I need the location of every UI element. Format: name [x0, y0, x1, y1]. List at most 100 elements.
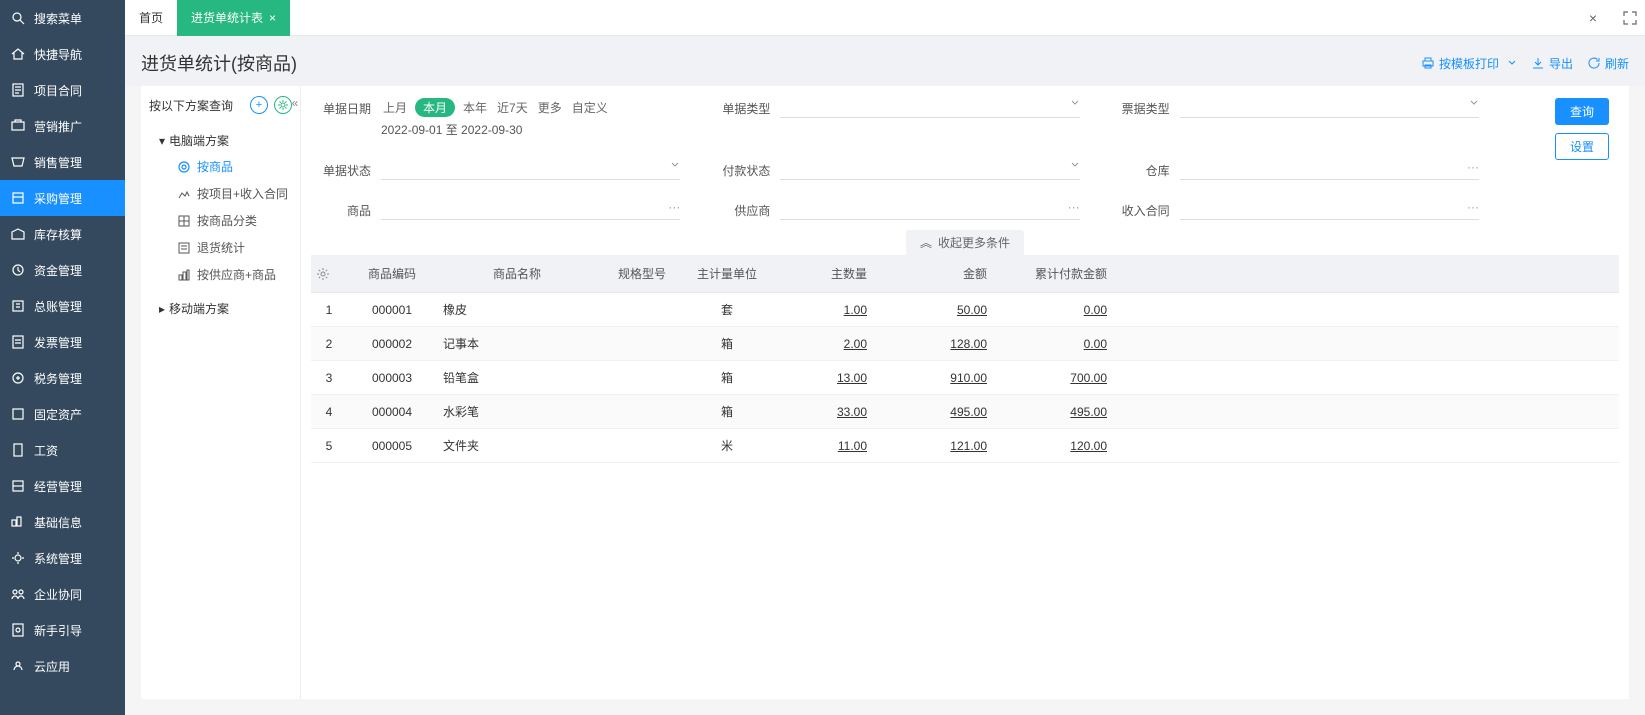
supplier-lookup[interactable]: ···	[780, 200, 1079, 220]
collapse-conditions-button[interactable]: ︽ 收起更多条件	[906, 230, 1024, 255]
cell-paid[interactable]: 120.00	[1007, 429, 1127, 463]
cell-qty[interactable]: 11.00	[767, 429, 887, 463]
more-dots-icon[interactable]: ···	[668, 200, 680, 214]
tree-group-desktop[interactable]: ▾ 电脑端方案	[159, 128, 292, 153]
sidebar-item[interactable]: 工资	[0, 432, 125, 468]
tree-item-label: 按项目+收入合同	[197, 185, 288, 202]
sidebar-item[interactable]: 经营管理	[0, 468, 125, 504]
date-tab-this-month[interactable]: 本月	[415, 98, 455, 117]
tab-home-label: 首页	[139, 9, 163, 26]
cell-paid[interactable]: 495.00	[1007, 395, 1127, 429]
field-doc-status: 单据状态	[321, 160, 680, 180]
field-warehouse: 仓库 ···	[1120, 160, 1479, 180]
field-label: 单据类型	[720, 98, 780, 117]
sidebar-item[interactable]: 系统管理	[0, 540, 125, 576]
collapse-panel-icon[interactable]: «	[288, 96, 302, 110]
cell-qty[interactable]: 13.00	[767, 361, 887, 395]
invoice-type-select[interactable]	[1180, 98, 1479, 118]
cell-spec	[597, 327, 687, 361]
pay-status-select[interactable]	[780, 160, 1079, 180]
table-row[interactable]: 2000002记事本箱2.00128.000.00	[311, 327, 1619, 361]
refresh-button[interactable]: 刷新	[1587, 55, 1629, 72]
close-icon[interactable]: ×	[269, 11, 276, 25]
sidebar-item[interactable]: 云应用	[0, 648, 125, 684]
tab-active[interactable]: 进货单统计表 ×	[177, 0, 290, 36]
setting-button[interactable]: 设置	[1555, 133, 1609, 160]
tree-item-icon	[177, 268, 191, 282]
table-row[interactable]: 1000001橡皮套1.0050.000.00	[311, 293, 1619, 327]
cell-qty[interactable]: 2.00	[767, 327, 887, 361]
cell-paid[interactable]: 700.00	[1007, 361, 1127, 395]
export-button[interactable]: 导出	[1531, 55, 1573, 72]
warehouse-lookup[interactable]: ···	[1180, 160, 1479, 180]
query-button[interactable]: 查询	[1555, 98, 1609, 125]
sidebar-item[interactable]: 项目合同	[0, 72, 125, 108]
date-tab-more[interactable]: 更多	[536, 99, 564, 116]
sidebar-item-icon	[10, 622, 26, 638]
date-tab-custom[interactable]: 自定义	[570, 99, 610, 116]
cell-amount[interactable]: 128.00	[887, 327, 1007, 361]
th-qty[interactable]: 主数量	[767, 255, 887, 293]
table-row[interactable]: 3000003铅笔盒箱13.00910.00700.00	[311, 361, 1619, 395]
tab-home[interactable]: 首页	[125, 0, 177, 36]
table-row[interactable]: 5000005文件夹米11.00121.00120.00	[311, 429, 1619, 463]
doc-status-select[interactable]	[381, 160, 680, 180]
sidebar-item[interactable]: 发票管理	[0, 324, 125, 360]
sidebar-item[interactable]: 企业协同	[0, 576, 125, 612]
sidebar-item[interactable]: 资金管理	[0, 252, 125, 288]
field-income-contract: 收入合同 ···	[1120, 200, 1479, 220]
sidebar-item[interactable]: 固定资产	[0, 396, 125, 432]
cell-amount[interactable]: 495.00	[887, 395, 1007, 429]
table-row[interactable]: 4000004水彩笔箱33.00495.00495.00	[311, 395, 1619, 429]
sidebar-item[interactable]: 营销推广	[0, 108, 125, 144]
sidebar-item[interactable]: 销售管理	[0, 144, 125, 180]
date-tab-last-month[interactable]: 上月	[381, 99, 409, 116]
th-amount[interactable]: 金额	[887, 255, 1007, 293]
product-lookup[interactable]: ···	[381, 200, 680, 220]
add-filter-icon[interactable]: +	[250, 96, 268, 114]
tree-item-icon	[177, 241, 191, 255]
th-paid[interactable]: 累计付款金额	[1007, 255, 1127, 293]
th-spec[interactable]: 规格型号	[597, 255, 687, 293]
sidebar-item-label: 采购管理	[34, 190, 82, 207]
print-button[interactable]: 按模板打印	[1421, 55, 1517, 72]
th-code[interactable]: 商品编码	[347, 255, 437, 293]
income-contract-lookup[interactable]: ···	[1180, 200, 1479, 220]
field-label: 票据类型	[1120, 98, 1180, 117]
sidebar-item[interactable]: 基础信息	[0, 504, 125, 540]
sidebar-item[interactable]: 总账管理	[0, 288, 125, 324]
date-tab-last-7[interactable]: 近7天	[495, 99, 530, 116]
sidebar-item[interactable]: 新手引导	[0, 612, 125, 648]
filter-tree-item[interactable]: 按商品分类	[177, 207, 292, 234]
cell-qty[interactable]: 33.00	[767, 395, 887, 429]
sidebar-item[interactable]: 采购管理	[0, 180, 125, 216]
sidebar-item-icon	[10, 586, 26, 602]
tab-close-all-icon[interactable]: ×	[1581, 6, 1605, 30]
tree-group-mobile[interactable]: ▸ 移动端方案	[159, 296, 292, 321]
table-settings-header[interactable]	[311, 255, 347, 293]
th-name[interactable]: 商品名称	[437, 255, 597, 293]
sidebar-item[interactable]: 库存核算	[0, 216, 125, 252]
cell-paid[interactable]: 0.00	[1007, 327, 1127, 361]
cell-amount[interactable]: 910.00	[887, 361, 1007, 395]
filter-tree-item[interactable]: 按商品	[177, 153, 292, 180]
filter-tree-item[interactable]: 退货统计	[177, 234, 292, 261]
more-dots-icon[interactable]: ···	[1068, 200, 1080, 214]
sidebar-item[interactable]: 税务管理	[0, 360, 125, 396]
cell-qty[interactable]: 1.00	[767, 293, 887, 327]
cell-paid[interactable]: 0.00	[1007, 293, 1127, 327]
sidebar-item-icon	[10, 370, 26, 386]
cell-amount[interactable]: 50.00	[887, 293, 1007, 327]
sidebar-item[interactable]: 搜索菜单	[0, 0, 125, 36]
date-tab-this-year[interactable]: 本年	[461, 99, 489, 116]
sidebar-item[interactable]: 快捷导航	[0, 36, 125, 72]
field-label: 供应商	[720, 200, 780, 219]
cell-amount[interactable]: 121.00	[887, 429, 1007, 463]
fullscreen-icon[interactable]	[1623, 11, 1637, 25]
more-dots-icon[interactable]: ···	[1467, 160, 1479, 174]
filter-tree-item[interactable]: 按供应商+商品	[177, 261, 292, 288]
filter-tree-item[interactable]: 按项目+收入合同	[177, 180, 292, 207]
doc-type-select[interactable]	[780, 98, 1079, 118]
th-unit[interactable]: 主计量单位	[687, 255, 767, 293]
more-dots-icon[interactable]: ···	[1467, 200, 1479, 214]
